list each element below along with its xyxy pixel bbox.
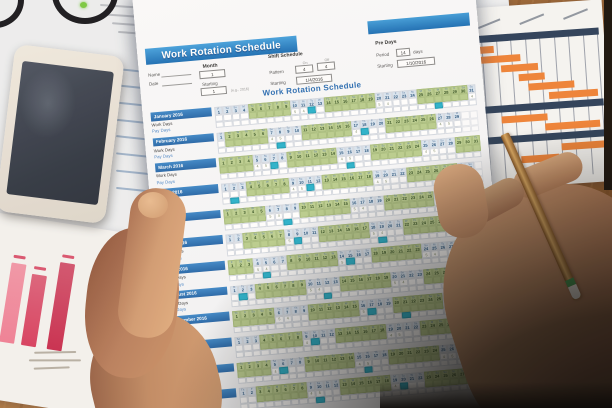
gantt-task-bar <box>527 80 575 91</box>
chart-bar <box>20 273 47 348</box>
handwriting-line <box>34 350 77 354</box>
gantt-task-bar <box>518 72 546 82</box>
period-value-box: 14 <box>395 47 411 57</box>
gantt-task-bar <box>476 54 521 65</box>
chart-bar <box>46 262 76 352</box>
gantt-header-mark <box>475 18 501 30</box>
period-label: Period <box>376 51 390 58</box>
chart-bar-label <box>33 266 47 271</box>
pre-starting-box: 1/10/2016 <box>396 56 436 68</box>
handwriting-line <box>28 359 81 361</box>
name-label: Name <box>147 71 161 78</box>
gantt-header-band <box>466 27 599 44</box>
gantt-task-bar <box>561 140 605 151</box>
header-right-blue-band <box>367 12 471 35</box>
pre-days-title: Pre Days <box>375 38 397 47</box>
green-sticker-dot <box>80 2 87 8</box>
document-banner: Work Rotation Schedule <box>144 35 298 65</box>
gantt-divider-band <box>471 98 604 115</box>
gantt-task-bar <box>500 62 539 73</box>
chart-bar-label <box>13 254 26 260</box>
pattern-label: Pattern <box>269 68 285 76</box>
chart-bar-label <box>62 254 75 260</box>
pre-starting-label: Starting <box>377 62 393 69</box>
gantt-task-bar <box>548 88 599 100</box>
pattern-on-box: 4 <box>294 64 314 74</box>
day-cell <box>470 124 480 132</box>
banner-title: Work Rotation Schedule <box>161 39 282 61</box>
shift-starting-label: Starting <box>270 79 287 87</box>
left-hand-thumb-tip <box>138 192 168 218</box>
smartphone <box>0 43 125 225</box>
gantt-header-mark <box>519 13 545 25</box>
gantt-task-bar <box>501 113 548 124</box>
month-value-box: 1 <box>199 68 226 80</box>
period-unit: days <box>412 48 423 55</box>
date-line <box>162 82 193 87</box>
date-label: Date <box>148 80 159 87</box>
pattern-off-box: 4 <box>316 61 336 71</box>
gantt-header-mark <box>563 8 588 20</box>
day-cell <box>468 99 478 107</box>
day-cell <box>472 150 482 158</box>
desk-edge-shadow <box>604 0 612 190</box>
handwriting-line <box>33 366 70 370</box>
gantt-task-bar <box>545 119 601 131</box>
name-line <box>161 73 192 78</box>
